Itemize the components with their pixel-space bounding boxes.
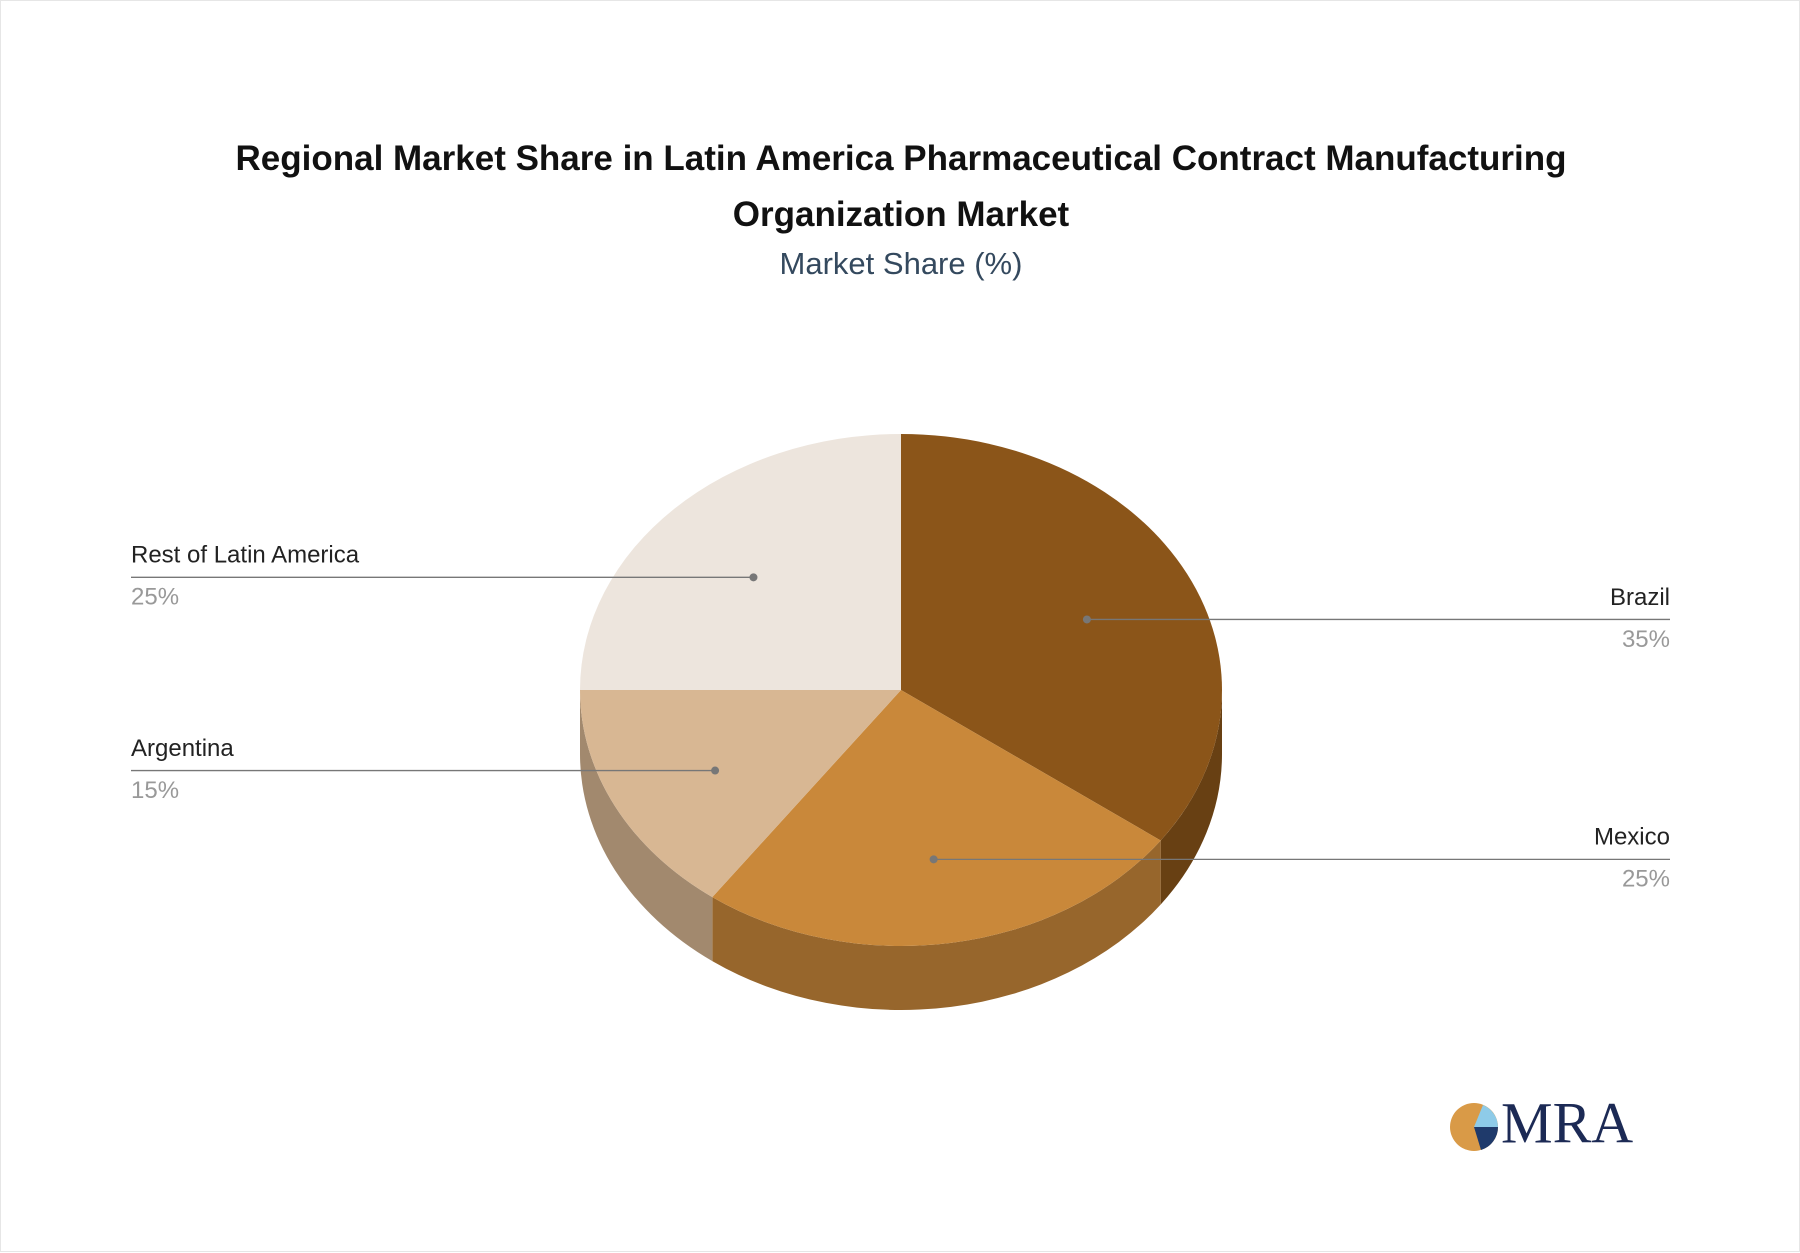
slice bbox=[580, 690, 901, 898]
leader-dot bbox=[1082, 615, 1091, 624]
leader-dot bbox=[749, 573, 758, 582]
slice bbox=[580, 434, 901, 690]
slice-value: 15% bbox=[131, 777, 179, 804]
leader-dot bbox=[929, 855, 938, 864]
slice-value: 35% bbox=[1622, 626, 1670, 653]
chart-title: Regional Market Share in Latin America P… bbox=[235, 139, 1567, 234]
slice bbox=[901, 434, 1222, 841]
slice-label: Brazil bbox=[1610, 584, 1670, 611]
slice-side bbox=[1160, 690, 1222, 905]
slice-label: Mexico bbox=[1594, 824, 1670, 851]
logo-icon bbox=[1474, 1127, 1499, 1150]
slice-label: Rest of Latin America bbox=[131, 542, 360, 569]
logo-text: MRA bbox=[1501, 1090, 1633, 1155]
slice-label: Argentina bbox=[131, 735, 234, 762]
logo-icon bbox=[1474, 1105, 1498, 1127]
slice-side bbox=[712, 840, 1161, 1010]
slice-side bbox=[580, 690, 713, 962]
chart-subtitle: Market Share (%) bbox=[779, 246, 1023, 281]
slice-value: 25% bbox=[1622, 866, 1670, 893]
slice-value: 25% bbox=[131, 584, 179, 611]
logo: MRA bbox=[1450, 1090, 1633, 1155]
slice bbox=[712, 690, 1161, 946]
leader-dot bbox=[711, 766, 720, 775]
